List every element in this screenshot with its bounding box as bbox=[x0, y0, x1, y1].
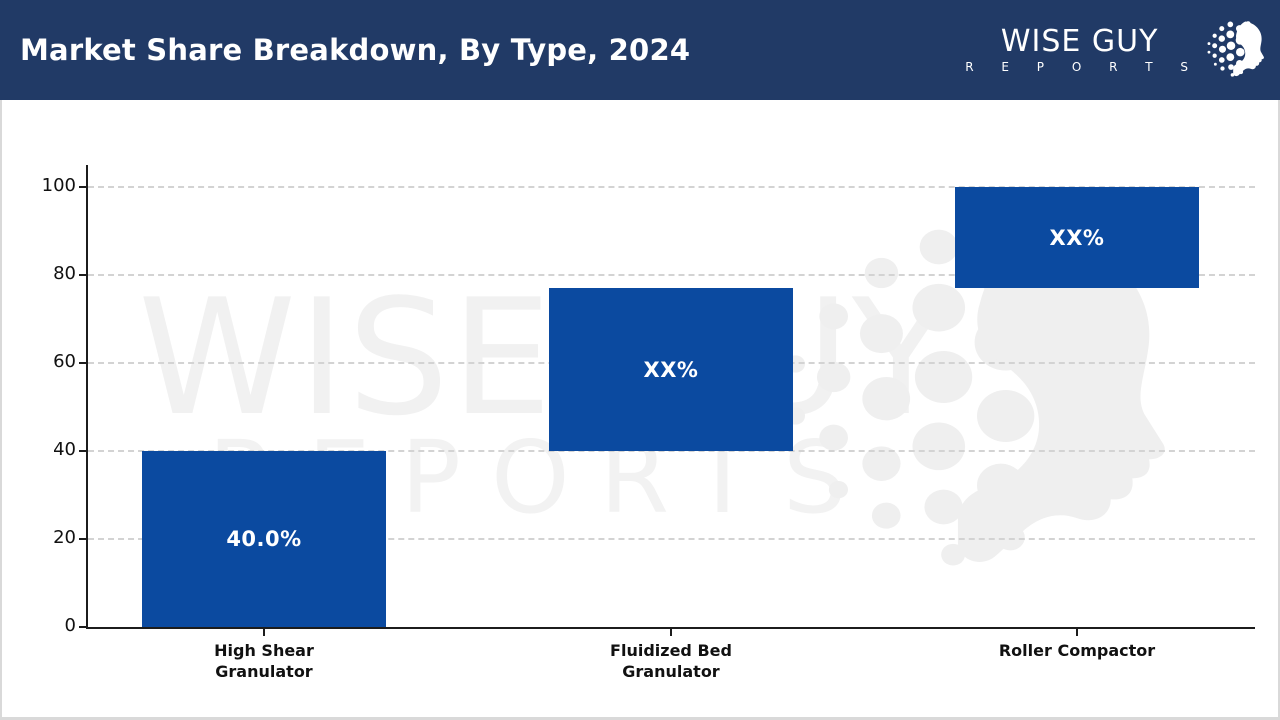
y-axis-tick-label: 0 bbox=[64, 615, 76, 636]
x-axis-category-label: High Shear Granulator bbox=[74, 640, 454, 682]
y-axis-tick bbox=[79, 538, 88, 540]
gridline-y80 bbox=[88, 274, 1255, 276]
logo-wordmark: WISE GUY bbox=[1000, 23, 1159, 59]
y-axis-tick-label: 60 bbox=[53, 351, 76, 372]
bar-value-label: XX% bbox=[1049, 225, 1105, 250]
y-axis-tick-label: 40 bbox=[53, 439, 76, 460]
y-axis-tick bbox=[79, 450, 88, 452]
y-axis-tick bbox=[79, 362, 88, 364]
watermark-text-1: WISE GUY bbox=[138, 264, 952, 451]
y-axis-tick bbox=[79, 186, 88, 188]
y-axis-tick-label: 80 bbox=[53, 263, 76, 284]
x-axis-tick bbox=[1076, 627, 1078, 636]
gridline-y20 bbox=[88, 538, 1255, 540]
x-axis-tick bbox=[263, 627, 265, 636]
y-axis-tick bbox=[79, 626, 88, 628]
page-border-left bbox=[0, 100, 2, 720]
y-axis-tick bbox=[79, 274, 88, 276]
page-border-bottom bbox=[0, 717, 1280, 720]
bar-segment-1: 40.0% bbox=[142, 451, 386, 627]
bar-segment-3: XX% bbox=[955, 187, 1199, 289]
wiseguy-logo: WISE GUY R E P O R T S bbox=[959, 8, 1268, 92]
x-axis-category-line: Granulator bbox=[622, 662, 720, 681]
x-axis-category-line: Roller Compactor bbox=[998, 641, 1156, 660]
x-axis-category-label: Fluidized Bed Granulator bbox=[481, 640, 861, 682]
logo-face-profile bbox=[1233, 21, 1264, 77]
x-axis-category-line: Granulator bbox=[215, 662, 313, 681]
x-axis-category-line: High Shear bbox=[214, 641, 314, 660]
y-axis-line bbox=[86, 165, 88, 629]
chart-title: Market Share Breakdown, By Type, 2024 bbox=[20, 33, 691, 67]
y-axis-tick-label: 20 bbox=[53, 527, 76, 548]
logo-text: WISE GUY R E P O R T S bbox=[959, 26, 1200, 75]
x-axis-line bbox=[86, 627, 1255, 629]
x-axis-tick bbox=[670, 627, 672, 636]
x-axis-category-line: Fluidized Bed bbox=[610, 641, 732, 660]
gridline-y100 bbox=[88, 186, 1255, 188]
y-axis-tick-label: 100 bbox=[41, 175, 76, 196]
gridline-y40 bbox=[88, 450, 1255, 452]
logo-face-icon bbox=[1207, 21, 1264, 77]
bar-segment-2: XX% bbox=[549, 288, 793, 451]
x-axis-category-label: Roller Compactor bbox=[887, 640, 1267, 661]
bar-value-label: XX% bbox=[643, 357, 699, 382]
report-header: Market Share Breakdown, By Type, 2024 WI… bbox=[0, 0, 1280, 100]
logo-subtitle: R E P O R T S bbox=[965, 60, 1200, 75]
watermark-face-profile bbox=[957, 229, 1165, 562]
page-border-right bbox=[1278, 100, 1280, 720]
bar-value-label: 40.0% bbox=[226, 527, 302, 551]
